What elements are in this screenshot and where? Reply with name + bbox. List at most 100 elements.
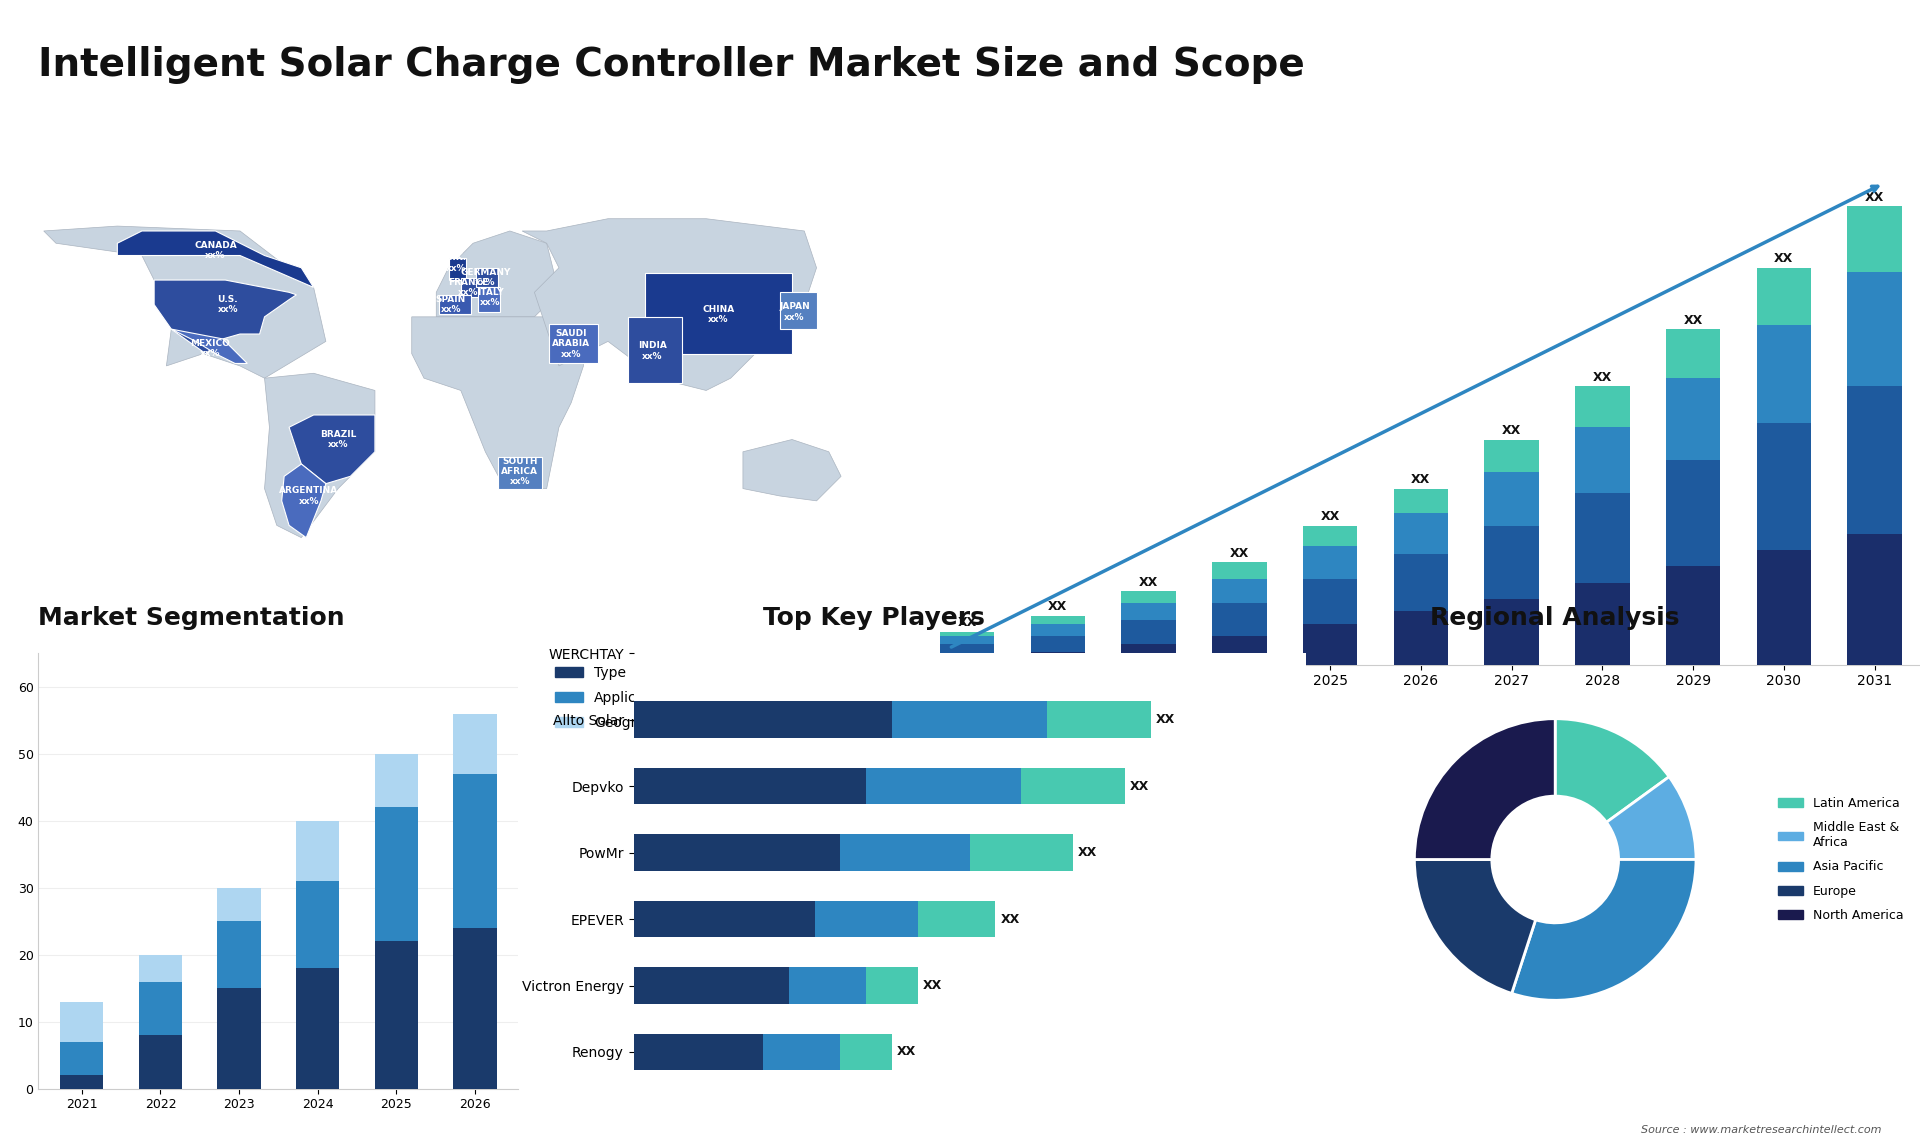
Bar	[1121, 644, 1175, 665]
Bar	[138, 1035, 182, 1089]
Bar	[1031, 623, 1085, 636]
Bar	[1121, 591, 1175, 603]
Polygon shape	[171, 329, 248, 363]
Bar	[634, 967, 789, 1004]
Text: XX: XX	[897, 1045, 916, 1059]
Bar	[1484, 526, 1538, 599]
Bar	[60, 1042, 104, 1075]
Bar	[60, 1075, 104, 1089]
Bar	[217, 988, 261, 1089]
Text: XX: XX	[1321, 510, 1340, 523]
Polygon shape	[436, 231, 559, 316]
Text: XX: XX	[1229, 547, 1248, 560]
Polygon shape	[265, 374, 374, 537]
Polygon shape	[549, 324, 599, 363]
Bar	[453, 774, 497, 928]
Text: CHINA
xx%: CHINA xx%	[703, 305, 735, 324]
Polygon shape	[645, 273, 791, 354]
Text: Top Key Players: Top Key Players	[762, 605, 985, 629]
Text: ITALY
xx%: ITALY xx%	[476, 288, 503, 307]
Text: XX: XX	[1684, 314, 1703, 327]
Bar	[1574, 427, 1630, 493]
Bar	[453, 714, 497, 774]
Text: XX: XX	[924, 979, 943, 992]
Text: XX: XX	[1864, 191, 1884, 204]
Bar	[217, 921, 261, 988]
Text: BRAZIL
xx%: BRAZIL xx%	[321, 430, 357, 449]
Polygon shape	[44, 226, 326, 378]
Bar	[1394, 612, 1448, 665]
Polygon shape	[743, 440, 841, 501]
Bar	[814, 901, 918, 937]
Text: FRANCE
xx%: FRANCE xx%	[447, 277, 488, 297]
Bar	[138, 955, 182, 981]
Bar	[1121, 603, 1175, 620]
Text: XX: XX	[1048, 601, 1068, 613]
Polygon shape	[476, 268, 497, 288]
Text: U.S.
xx%: U.S. xx%	[217, 295, 238, 314]
Text: XX: XX	[958, 617, 977, 629]
Bar	[634, 701, 893, 738]
Bar	[1031, 636, 1085, 652]
Text: U.K.
xx%: U.K. xx%	[445, 253, 467, 273]
Text: XX: XX	[1156, 713, 1175, 727]
Bar	[296, 968, 340, 1089]
Polygon shape	[438, 295, 470, 314]
Text: Intelligent Solar Charge Controller Market Size and Scope: Intelligent Solar Charge Controller Mark…	[38, 46, 1306, 84]
Bar	[939, 657, 995, 665]
Legend: Latin America, Middle East &
Africa, Asia Pacific, Europe, North America: Latin America, Middle East & Africa, Asi…	[1772, 792, 1908, 927]
Bar	[1304, 623, 1357, 665]
Polygon shape	[290, 415, 374, 484]
Bar	[1212, 563, 1267, 579]
Bar	[1304, 545, 1357, 579]
Text: SAUDI
ARABIA
xx%: SAUDI ARABIA xx%	[553, 329, 589, 359]
Bar	[1847, 272, 1903, 386]
Wedge shape	[1555, 719, 1668, 823]
Text: SOUTH
AFRICA
xx%: SOUTH AFRICA xx%	[501, 456, 538, 486]
Bar	[60, 1002, 104, 1042]
Bar	[1212, 579, 1267, 603]
Text: CANADA
xx%: CANADA xx%	[194, 241, 236, 260]
Bar	[970, 834, 1073, 871]
Text: Market Segmentation: Market Segmentation	[38, 605, 346, 629]
Bar	[841, 834, 970, 871]
Bar	[1847, 386, 1903, 534]
Bar	[374, 754, 419, 807]
Bar	[762, 1034, 841, 1070]
Text: XX: XX	[1594, 371, 1613, 384]
Bar	[1484, 472, 1538, 526]
Polygon shape	[117, 231, 313, 288]
Bar	[939, 636, 995, 644]
Text: XX: XX	[1411, 473, 1430, 486]
Polygon shape	[449, 258, 467, 280]
Bar	[1847, 534, 1903, 665]
Bar	[1212, 636, 1267, 665]
Wedge shape	[1511, 860, 1695, 1000]
Bar	[634, 901, 814, 937]
Bar	[1031, 652, 1085, 665]
Bar	[634, 1034, 762, 1070]
Bar	[939, 631, 995, 636]
Bar	[866, 967, 918, 1004]
Text: XX: XX	[1139, 575, 1158, 589]
Polygon shape	[282, 464, 326, 537]
Bar	[1847, 206, 1903, 272]
Text: XX: XX	[1774, 252, 1793, 265]
Bar	[939, 644, 995, 657]
Bar	[634, 834, 841, 871]
Bar	[1484, 599, 1538, 665]
Text: XX: XX	[1129, 779, 1148, 793]
Bar	[1574, 493, 1630, 583]
Bar	[374, 807, 419, 941]
Bar	[1046, 701, 1150, 738]
Bar	[1304, 579, 1357, 623]
Text: SPAIN
xx%: SPAIN xx%	[436, 295, 467, 314]
Bar	[634, 768, 866, 804]
Text: XX: XX	[1501, 424, 1521, 437]
Wedge shape	[1415, 860, 1536, 994]
Text: GERMANY
xx%: GERMANY xx%	[461, 268, 511, 288]
Polygon shape	[154, 280, 296, 354]
Bar	[1212, 603, 1267, 636]
Bar	[138, 981, 182, 1035]
Text: Source : www.marketresearchintellect.com: Source : www.marketresearchintellect.com	[1642, 1124, 1882, 1135]
